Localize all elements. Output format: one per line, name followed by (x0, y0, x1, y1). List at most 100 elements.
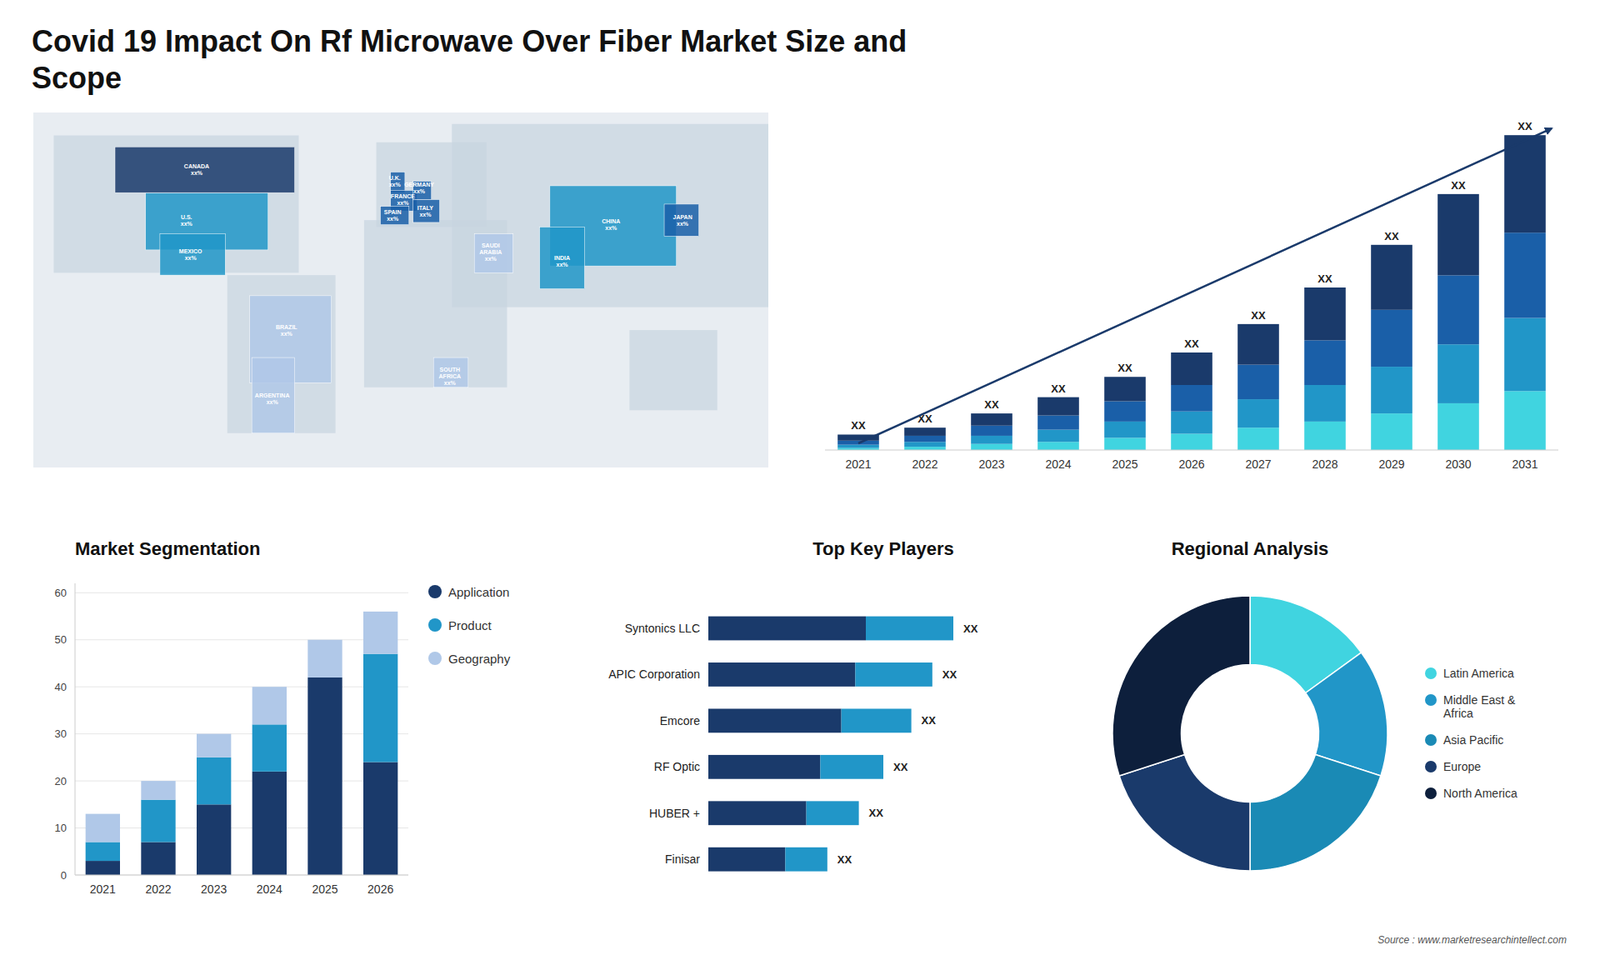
x-tick-label: 2029 (1378, 457, 1405, 471)
bar-segment (363, 611, 398, 655)
bar-segment (708, 800, 807, 825)
bar-segment (1504, 232, 1546, 318)
bar-segment (1104, 421, 1146, 439)
legend-swatch (1425, 694, 1437, 706)
bar-segment (196, 734, 231, 758)
x-tick-label: 2021 (90, 882, 116, 896)
bar-segment (841, 708, 912, 733)
bar-annotation: XX (893, 760, 909, 774)
bar-annotation: XX (1384, 230, 1400, 243)
bar-annotation: XX (1317, 272, 1333, 285)
text-line: xx% (485, 255, 498, 262)
bar-segment (85, 814, 120, 843)
legend-swatch (428, 651, 442, 665)
country (115, 146, 295, 193)
country (251, 357, 295, 434)
grid-line (75, 875, 409, 876)
text-line: xx% (280, 330, 294, 337)
text-line: INDIA (554, 255, 570, 261)
text-line: ARABIA (479, 249, 502, 255)
bar-segment (363, 654, 398, 763)
bar-segment (1504, 135, 1546, 233)
donut-slice (1250, 754, 1381, 871)
text-line: Covid 19 Impact On Rf Microwave Over Fib… (31, 24, 907, 59)
bar-segment (904, 441, 946, 447)
grid-line (75, 733, 409, 735)
map-plot (33, 112, 769, 468)
country-label: FRANCExx% (390, 193, 415, 206)
source-text: Source : www.marketresearchintellect.com (1377, 934, 1567, 946)
bar-segment (1037, 430, 1080, 443)
y-axis-line (75, 583, 76, 875)
bar-segment (1437, 275, 1480, 345)
text-line: SPAIN (384, 209, 402, 215)
text-line: Africa (1443, 706, 1474, 720)
text-line: Asia Pacific (1443, 733, 1504, 747)
trend-arrow (858, 128, 1552, 444)
country-label: SAUDIARABIAxx% (479, 242, 502, 262)
y-tick-label: 60 (55, 586, 67, 600)
bar-segment (970, 444, 1013, 450)
bar-segment (1037, 441, 1080, 450)
x-tick-label: 2024 (1045, 457, 1071, 471)
bar-segment (1304, 287, 1346, 340)
y-tick-label: RF Optic (654, 760, 700, 774)
legend-swatch (428, 585, 442, 599)
country-label: CANADAxx% (184, 163, 210, 176)
page-title: Covid 19 Impact On Rf Microwave Over Fib… (31, 24, 907, 95)
text-line: SOUTH (440, 366, 461, 373)
country-label: ARGENTINAxx% (255, 392, 290, 405)
text-line: North America (1443, 786, 1518, 800)
bar-segment (1304, 385, 1346, 422)
text-line: ITALY (417, 205, 434, 211)
bar-segment (1370, 245, 1413, 310)
y-tick-label: HUBER + (649, 806, 700, 820)
x-axis-line (825, 450, 1559, 451)
text-line: xx% (413, 188, 426, 195)
chart-title: Top Key Players (812, 538, 955, 560)
country (433, 357, 469, 388)
legend-label: Product (448, 618, 493, 633)
text-line: CHINA (601, 218, 620, 225)
bar-annotation: XX (1517, 120, 1533, 133)
text-line: xx% (266, 399, 280, 405)
legend-swatch (1425, 667, 1437, 680)
text-line: xx% (444, 380, 457, 386)
bar-annotation: XX (984, 398, 1000, 411)
bar-segment (1237, 365, 1280, 400)
grid-line (75, 686, 409, 688)
text-line: Scope (31, 60, 122, 95)
x-tick-label: 2024 (256, 882, 283, 896)
bar-segment (970, 435, 1013, 445)
x-tick-label: 2026 (1178, 457, 1205, 471)
text-line: xx% (185, 255, 198, 261)
landmass (629, 330, 717, 410)
bar-segment (865, 616, 954, 641)
x-tick-label: 2023 (978, 457, 1005, 471)
bar-segment (140, 800, 175, 843)
x-tick-label: 2025 (311, 882, 338, 896)
y-tick-label: APIC Corporation (608, 667, 700, 681)
bar-segment (85, 841, 120, 861)
bar-segment (1304, 340, 1346, 385)
donut-slice (1119, 754, 1250, 871)
legend-label: Geography (448, 651, 511, 666)
x-tick-label: 2027 (1245, 457, 1271, 471)
y-tick-label: 40 (55, 680, 67, 694)
bar-segment (837, 445, 880, 449)
country-label: GERMANYxx% (404, 181, 435, 195)
bar-segment (363, 762, 398, 875)
country-label: CHINAxx% (601, 218, 620, 231)
country-label: BRAZILxx% (275, 324, 298, 337)
country-label: SOUTHAFRICAxx% (439, 366, 461, 386)
country-label: JAPANxx% (672, 214, 692, 227)
bar-segment (1237, 399, 1280, 428)
bar-segment (904, 427, 946, 436)
country-label: MEXICOxx% (179, 248, 203, 261)
text-line: xx% (389, 181, 402, 188)
text-line: CANADA (184, 163, 210, 170)
country-label: ITALYxx% (417, 205, 434, 218)
bars (708, 616, 954, 872)
bar-segment (708, 662, 855, 687)
legend-label: Application (448, 585, 510, 600)
